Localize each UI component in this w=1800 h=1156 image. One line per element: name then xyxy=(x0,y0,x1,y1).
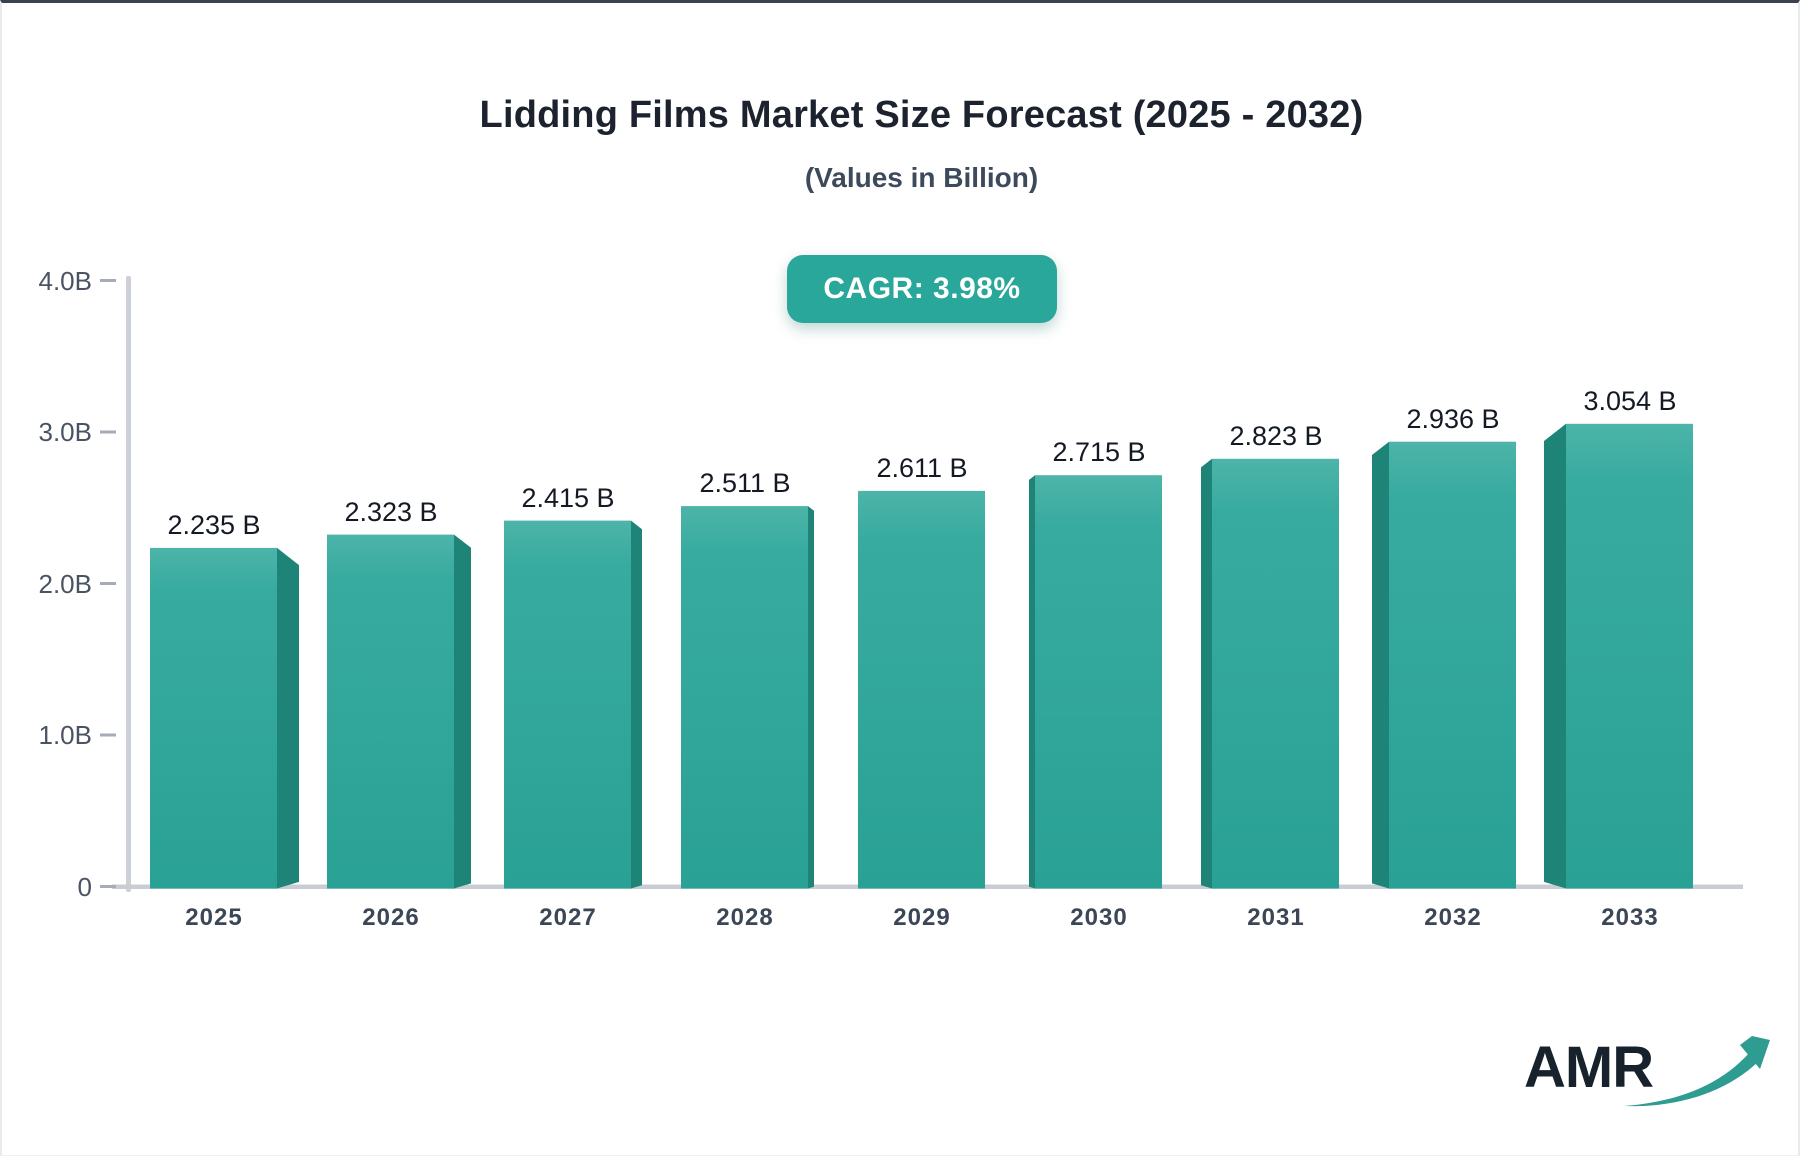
logo: AMR xyxy=(1524,1028,1774,1118)
bar-value-label: 2.611 B xyxy=(876,453,968,483)
bar-side-face xyxy=(631,520,642,889)
bar-value-label: 3.054 B xyxy=(1583,386,1677,416)
y-tick-label: 0 xyxy=(77,872,92,902)
bar-side-face xyxy=(454,534,471,889)
bar-2028[interactable] xyxy=(681,506,808,889)
logo-text: AMR xyxy=(1524,1035,1654,1100)
y-tick xyxy=(100,279,116,282)
y-tick xyxy=(100,733,116,737)
y-tick-label: 2.0B xyxy=(38,569,93,599)
x-tick-label: 2030 xyxy=(1070,904,1128,931)
bar-side-face xyxy=(1372,441,1389,889)
bar-2025[interactable] xyxy=(150,547,277,889)
bar-value-label: 2.823 B xyxy=(1229,421,1323,451)
bar-2031[interactable] xyxy=(1212,458,1339,889)
bar-value-label: 2.415 B xyxy=(521,483,615,513)
bar-2026[interactable] xyxy=(327,534,454,889)
y-tick-label: 3.0B xyxy=(38,417,93,447)
x-tick-label: 2028 xyxy=(716,904,774,931)
x-tick-label: 2032 xyxy=(1424,904,1482,931)
bar-value-label: 2.715 B xyxy=(1052,437,1146,467)
bar-2030[interactable] xyxy=(1035,475,1162,889)
y-tick xyxy=(100,430,116,434)
x-tick-label: 2025 xyxy=(185,904,243,931)
y-axis-line xyxy=(126,276,131,892)
page-subtitle: (Values in Billion) xyxy=(804,162,1039,193)
bar-value-label: 2.323 B xyxy=(344,497,438,527)
page-title: Lidding Films Market Size Forecast (2025… xyxy=(479,94,1364,136)
bar-side-face xyxy=(277,547,299,889)
logo-arrow-icon xyxy=(1624,1036,1770,1107)
bar-value-label: 2.511 B xyxy=(699,468,791,498)
bar-side-face xyxy=(1201,458,1212,889)
bar-2029[interactable] xyxy=(858,490,985,889)
y-tick-label: 4.0B xyxy=(38,266,93,296)
bar-value-label: 2.235 B xyxy=(167,510,261,540)
x-tick-label: 2027 xyxy=(539,904,597,931)
bar-side-face xyxy=(1544,423,1566,889)
x-tick-label: 2033 xyxy=(1601,904,1659,931)
bar-value-label: 2.936 B xyxy=(1406,404,1500,434)
x-tick-label: 2026 xyxy=(362,904,420,931)
bar-2032[interactable] xyxy=(1389,441,1516,889)
y-tick-label: 1.0B xyxy=(38,720,93,750)
bar-2033[interactable] xyxy=(1566,423,1693,889)
y-tick xyxy=(100,582,116,585)
bar-side-face xyxy=(808,506,814,889)
x-tick-label: 2029 xyxy=(893,904,951,931)
y-tick xyxy=(100,885,116,888)
bar-side-face xyxy=(1029,475,1035,889)
cagr-badge: CAGR: 3.98% xyxy=(787,255,1057,323)
x-tick-label: 2031 xyxy=(1247,904,1305,931)
bar-2027[interactable] xyxy=(504,520,631,889)
